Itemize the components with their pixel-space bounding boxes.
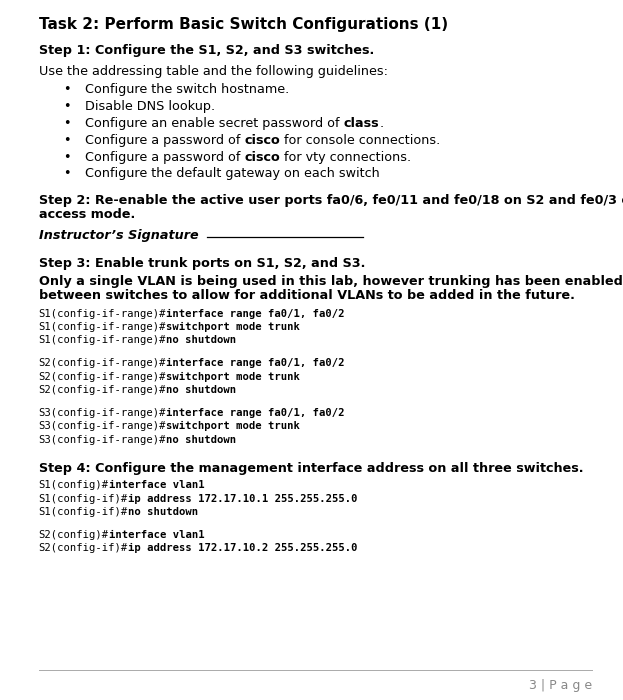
- Text: •: •: [64, 117, 71, 130]
- Text: Configure the switch hostname.: Configure the switch hostname.: [85, 83, 290, 97]
- Text: Configure the default gateway on each switch: Configure the default gateway on each sw…: [85, 167, 380, 181]
- Text: S2(config-if-range)#: S2(config-if-range)#: [39, 372, 166, 382]
- Text: Step 3: Enable trunk ports on S1, S2, and S3.: Step 3: Enable trunk ports on S1, S2, an…: [39, 257, 365, 270]
- Text: Step 4: Configure the management interface address on all three switches.: Step 4: Configure the management interfa…: [39, 462, 583, 475]
- Text: ip address 172.17.10.1 255.255.255.0: ip address 172.17.10.1 255.255.255.0: [128, 494, 358, 503]
- Text: interface range fa0/1, fa0/2: interface range fa0/1, fa0/2: [166, 309, 345, 318]
- Text: interface range fa0/1, fa0/2: interface range fa0/1, fa0/2: [166, 408, 345, 418]
- Text: between switches to allow for additional VLANs to be added in the future.: between switches to allow for additional…: [39, 289, 574, 302]
- Text: no shutdown: no shutdown: [166, 385, 236, 395]
- Text: S1(config-if-range)#: S1(config-if-range)#: [39, 309, 166, 318]
- Text: interface range fa0/1, fa0/2: interface range fa0/1, fa0/2: [166, 358, 345, 368]
- Text: for vty connections.: for vty connections.: [280, 150, 412, 164]
- Text: interface vlan1: interface vlan1: [109, 480, 204, 490]
- Text: S2(config-if-range)#: S2(config-if-range)#: [39, 358, 166, 368]
- Text: Configure a password of: Configure a password of: [85, 134, 245, 147]
- Text: Only a single VLAN is being used in this lab, however trunking has been enabled : Only a single VLAN is being used in this…: [39, 275, 623, 288]
- Text: •: •: [64, 167, 71, 181]
- Text: S1(config)#: S1(config)#: [39, 480, 109, 490]
- Text: S2(config)#: S2(config)#: [39, 530, 109, 540]
- Text: •: •: [64, 150, 71, 164]
- Text: S3(config-if-range)#: S3(config-if-range)#: [39, 435, 166, 444]
- Text: no shutdown: no shutdown: [166, 435, 236, 444]
- Text: .: .: [379, 117, 384, 130]
- Text: no shutdown: no shutdown: [128, 507, 198, 517]
- Text: S3(config-if-range)#: S3(config-if-range)#: [39, 421, 166, 431]
- Text: Task 2: Perform Basic Switch Configurations (1): Task 2: Perform Basic Switch Configurati…: [39, 18, 448, 32]
- Text: cisco: cisco: [245, 150, 280, 164]
- Text: Disable DNS lookup.: Disable DNS lookup.: [85, 100, 216, 113]
- Text: •: •: [64, 83, 71, 97]
- Text: S1(config-if-range)#: S1(config-if-range)#: [39, 322, 166, 332]
- Text: switchport mode trunk: switchport mode trunk: [166, 322, 300, 332]
- Text: access mode.: access mode.: [39, 208, 135, 221]
- Text: ip address 172.17.10.2 255.255.255.0: ip address 172.17.10.2 255.255.255.0: [128, 543, 358, 553]
- Text: for console connections.: for console connections.: [280, 134, 440, 147]
- Text: S1(config-if)#: S1(config-if)#: [39, 507, 128, 517]
- Text: switchport mode trunk: switchport mode trunk: [166, 372, 300, 382]
- Text: cisco: cisco: [245, 134, 280, 147]
- Text: class: class: [344, 117, 379, 130]
- Text: S3(config-if-range)#: S3(config-if-range)#: [39, 408, 166, 418]
- Text: Instructor’s Signature: Instructor’s Signature: [39, 229, 198, 242]
- Text: S2(config-if)#: S2(config-if)#: [39, 543, 128, 553]
- Text: •: •: [64, 100, 71, 113]
- Text: S1(config-if-range)#: S1(config-if-range)#: [39, 335, 166, 345]
- Text: Configure a password of: Configure a password of: [85, 150, 245, 164]
- Text: Configure an enable secret password of: Configure an enable secret password of: [85, 117, 344, 130]
- Text: no shutdown: no shutdown: [166, 335, 236, 345]
- Text: •: •: [64, 134, 71, 147]
- Text: Use the addressing table and the following guidelines:: Use the addressing table and the followi…: [39, 65, 388, 78]
- Text: 3 | P a g e: 3 | P a g e: [529, 679, 592, 692]
- Text: interface vlan1: interface vlan1: [109, 530, 204, 540]
- Text: Step 2: Re-enable the active user ports fa0/6, fe0/11 and fe0/18 on S2 and fe0/3: Step 2: Re-enable the active user ports …: [39, 194, 623, 207]
- Text: Step 1: Configure the S1, S2, and S3 switches.: Step 1: Configure the S1, S2, and S3 swi…: [39, 44, 374, 57]
- Text: S2(config-if-range)#: S2(config-if-range)#: [39, 385, 166, 395]
- Text: switchport mode trunk: switchport mode trunk: [166, 421, 300, 431]
- Text: S1(config-if)#: S1(config-if)#: [39, 494, 128, 503]
